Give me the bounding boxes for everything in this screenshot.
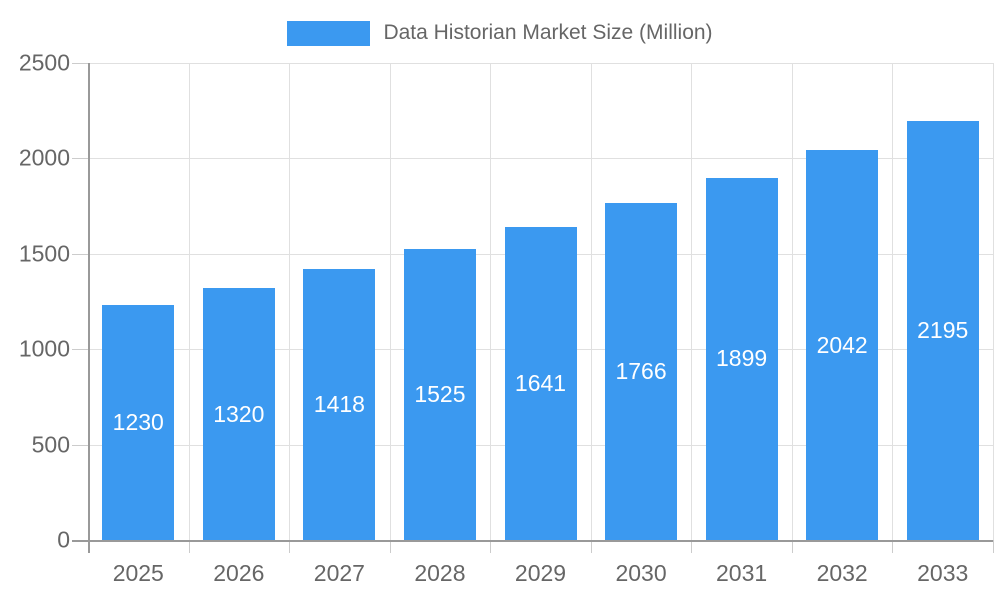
gridline-vertical [188, 63, 190, 540]
bar-2026: 1320 [202, 288, 275, 540]
x-axis-tick [892, 540, 894, 553]
x-axis-tick [993, 540, 994, 553]
bar-value-label: 1320 [213, 400, 265, 427]
y-axis-tick [72, 253, 88, 255]
gridline-vertical [389, 63, 391, 540]
bar-2033: 2195 [906, 121, 979, 540]
y-tick-label: 500 [31, 431, 70, 458]
y-tick-label: 1000 [18, 335, 70, 362]
x-tick-label: 2033 [917, 560, 969, 586]
gridline-vertical [892, 63, 894, 540]
bar-2031: 1899 [705, 177, 778, 540]
x-tick-label: 2028 [414, 560, 466, 586]
x-tick-label: 2030 [615, 560, 667, 586]
x-tick-label: 2026 [213, 560, 265, 586]
y-tick-label: 0 [57, 526, 70, 553]
bar-value-label: 2042 [816, 331, 868, 358]
bar-2027: 1418 [303, 269, 376, 540]
bar-2028: 1525 [403, 249, 476, 540]
bar-2030: 1766 [605, 203, 678, 540]
y-tick-label: 2500 [18, 49, 70, 76]
gridline-vertical [791, 63, 793, 540]
bar-value-label: 2195 [917, 317, 969, 344]
x-axis-tick [691, 540, 693, 553]
x-tick-label: 2027 [313, 560, 365, 586]
gridline-horizontal [88, 158, 993, 160]
x-axis-tick [590, 540, 592, 553]
gridline-vertical [289, 63, 291, 540]
gridline-vertical [590, 63, 592, 540]
gridline-vertical [490, 63, 492, 540]
y-axis-tick [72, 444, 88, 446]
x-tick-label: 2032 [816, 560, 868, 586]
bar-value-label: 1230 [112, 409, 164, 436]
y-axis-line [88, 63, 90, 553]
y-axis-tick [72, 63, 88, 64]
y-axis-tick [72, 349, 88, 351]
gridline-vertical [993, 63, 994, 540]
y-axis-tick [72, 158, 88, 160]
x-axis-tick [791, 540, 793, 553]
chart-legend: Data Historian Market Size (Million) [0, 17, 1000, 49]
x-axis-tick [490, 540, 492, 553]
bar-value-label: 1641 [514, 369, 567, 396]
x-tick-label: 2031 [716, 560, 768, 586]
x-axis-tick [389, 540, 391, 553]
y-tick-label: 2000 [18, 144, 70, 171]
bar-value-label: 1766 [615, 358, 667, 385]
bar-2032: 2042 [806, 150, 879, 540]
x-axis-tick [289, 540, 291, 553]
bar-value-label: 1418 [313, 391, 365, 418]
bar-2029: 1641 [504, 226, 577, 540]
gridline-vertical [691, 63, 693, 540]
bar-value-label: 1899 [716, 345, 768, 372]
x-tick-label: 2025 [112, 560, 164, 586]
gridline-horizontal [88, 63, 993, 64]
y-tick-label: 1500 [18, 240, 70, 267]
legend-swatch-icon [287, 20, 371, 46]
x-axis-tick [188, 540, 190, 553]
bar-2025: 1230 [102, 305, 175, 540]
legend-label: Data Historian Market Size (Million) [383, 21, 713, 44]
x-tick-label: 2029 [514, 560, 567, 586]
bar-value-label: 1525 [414, 381, 466, 407]
x-axis-line [72, 540, 993, 542]
